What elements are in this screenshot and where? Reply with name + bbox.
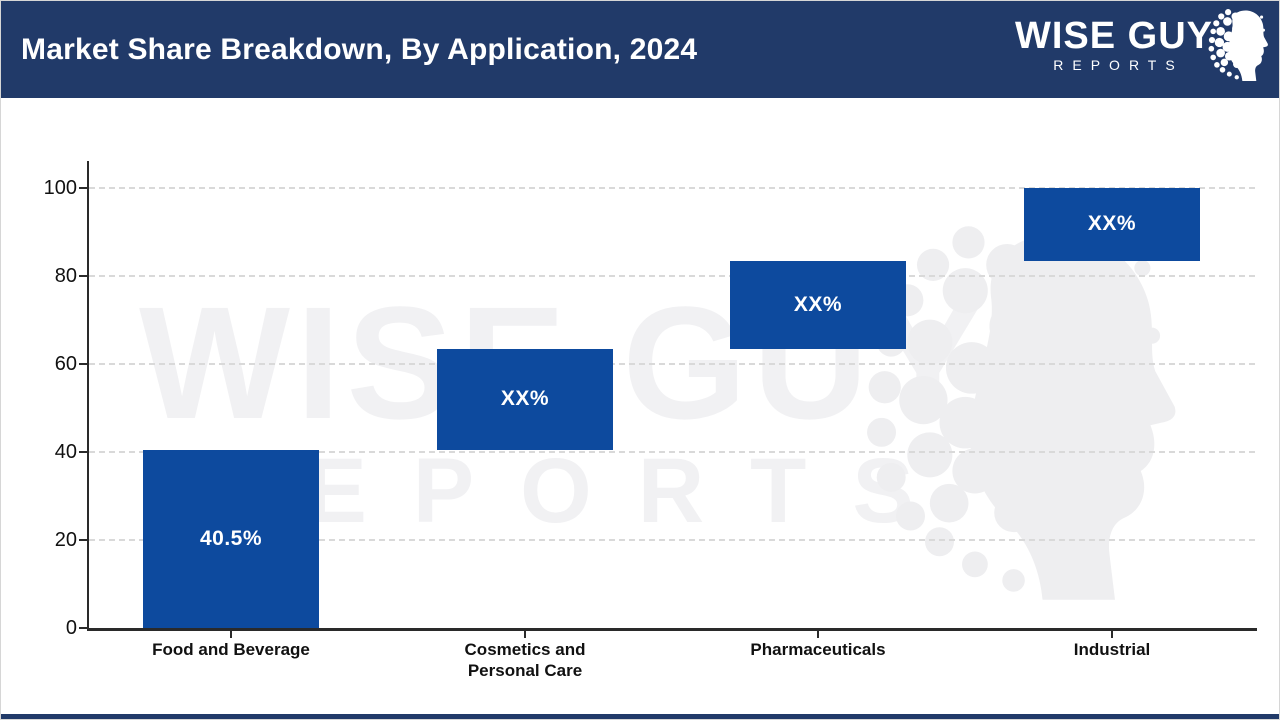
y-tick-label: 0 bbox=[65, 617, 77, 639]
footer-bar bbox=[1, 714, 1279, 719]
y-tick-mark bbox=[79, 275, 87, 277]
bar-value-label: XX% bbox=[1087, 212, 1137, 236]
x-category-label-line: Pharmaceuticals bbox=[750, 640, 886, 659]
y-tick-label: 80 bbox=[54, 265, 77, 287]
brand-logo-line2: REPORTS bbox=[1053, 57, 1184, 74]
x-tick-mark bbox=[817, 631, 819, 638]
brand-logo: WISE GUY REPORTS bbox=[1015, 7, 1269, 83]
y-tick-label: 20 bbox=[54, 529, 77, 551]
x-category-label-line: Cosmetics and bbox=[464, 640, 586, 659]
y-tick-mark bbox=[79, 451, 87, 453]
gridline bbox=[89, 187, 1255, 189]
y-tick-mark bbox=[79, 187, 87, 189]
y-tick-label: 100 bbox=[43, 177, 77, 199]
y-axis-line bbox=[87, 161, 89, 630]
bar: XX% bbox=[437, 348, 613, 450]
gridline bbox=[89, 451, 1255, 453]
y-tick-mark bbox=[79, 539, 87, 541]
x-tick-mark bbox=[230, 631, 232, 638]
gridline bbox=[89, 539, 1255, 541]
y-tick-mark bbox=[79, 363, 87, 365]
bar: XX% bbox=[730, 260, 906, 349]
bar-value-label: XX% bbox=[500, 387, 550, 411]
x-category-label: Industrial bbox=[992, 639, 1232, 660]
x-tick-mark bbox=[524, 631, 526, 638]
y-tick-label: 40 bbox=[54, 441, 77, 463]
gridline bbox=[89, 275, 1255, 277]
x-category-label-line: Industrial bbox=[1073, 640, 1151, 659]
x-category-label: Pharmaceuticals bbox=[698, 639, 938, 660]
y-tick-label: 60 bbox=[54, 353, 77, 375]
x-tick-mark bbox=[1111, 631, 1113, 638]
bar-value-label: 40.5% bbox=[199, 526, 263, 550]
x-category-label: Food and Beverage bbox=[111, 639, 351, 660]
bar: 40.5% bbox=[143, 449, 319, 628]
y-tick-mark bbox=[79, 627, 87, 629]
header-bar: Market Share Breakdown, By Application, … bbox=[1, 1, 1279, 98]
x-category-label-line: Food and Beverage bbox=[152, 640, 310, 659]
x-category-label: Cosmetics and Personal Care bbox=[405, 639, 645, 681]
brand-logo-line1: WISE GUY bbox=[1014, 14, 1213, 57]
bar-value-label: XX% bbox=[793, 292, 843, 316]
gridline bbox=[89, 363, 1255, 365]
page-title: Market Share Breakdown, By Application, … bbox=[21, 32, 698, 66]
bar: XX% bbox=[1024, 188, 1200, 261]
brand-head-icon bbox=[1208, 9, 1268, 81]
x-axis-line bbox=[87, 628, 1257, 631]
x-category-label-line: Personal Care bbox=[467, 661, 583, 680]
brand-logo-text: WISE GUY REPORTS bbox=[1014, 14, 1213, 74]
